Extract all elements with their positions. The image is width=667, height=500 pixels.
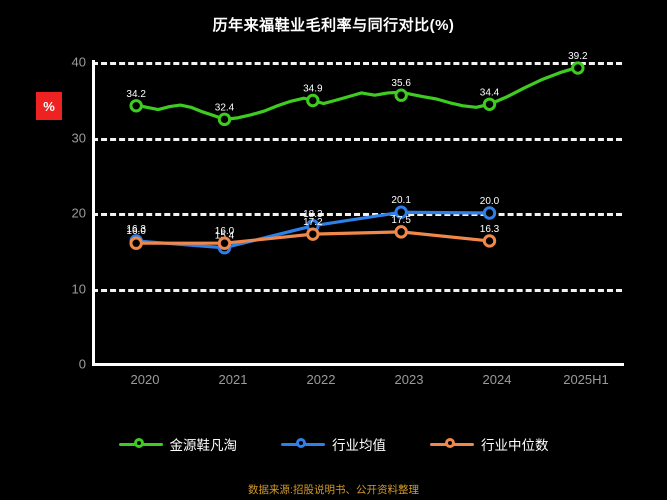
legend-item-0[interactable]: 金源鞋凡淘 bbox=[118, 434, 238, 454]
x-axis-line bbox=[92, 363, 624, 366]
data-point bbox=[129, 99, 143, 113]
data-label: 16.0 bbox=[126, 226, 146, 237]
legend-item-1[interactable]: 行业均值 bbox=[281, 434, 386, 454]
data-label: 15.4 bbox=[215, 231, 235, 242]
gridline-40 bbox=[92, 62, 622, 65]
chart-legend: 金源鞋凡淘 行业均值 行业中位数 bbox=[0, 434, 667, 454]
legend-item-2[interactable]: 行业中位数 bbox=[430, 434, 549, 454]
y-tick-0: 0 bbox=[78, 356, 86, 372]
data-label: 34.9 bbox=[303, 84, 323, 95]
legend-swatch-icon-1 bbox=[281, 437, 325, 451]
y-tick-20: 20 bbox=[71, 205, 86, 221]
data-point bbox=[482, 97, 497, 111]
data-point bbox=[306, 227, 320, 241]
gridline-20 bbox=[92, 213, 622, 216]
legend-label-2: 行业中位数 bbox=[481, 438, 549, 453]
legend-swatch-icon-2 bbox=[430, 437, 474, 451]
data-label: 34.2 bbox=[126, 89, 146, 100]
data-point bbox=[482, 206, 497, 220]
data-point bbox=[217, 236, 232, 250]
data-label: 16.0 bbox=[215, 226, 235, 237]
x-tick-2023: 2023 bbox=[394, 372, 424, 387]
x-tick-2022: 2022 bbox=[306, 372, 336, 387]
x-axis-ticks: 2020 2021 2022 2023 2024 2025H1 bbox=[92, 372, 622, 394]
gridline-30 bbox=[92, 137, 622, 141]
y-tick-40: 40 bbox=[71, 54, 86, 70]
data-label: 16.3 bbox=[480, 224, 500, 235]
y-axis-line bbox=[92, 60, 95, 366]
gridline-10 bbox=[92, 288, 622, 292]
y-axis-ticks: 40 30 20 10 0 bbox=[36, 55, 86, 372]
legend-label-0: 金源鞋凡淘 bbox=[169, 438, 238, 453]
data-label: 35.6 bbox=[391, 78, 411, 89]
data-label: 16.3 bbox=[126, 224, 146, 235]
data-label: 20.1 bbox=[391, 195, 411, 206]
data-label: 17.5 bbox=[391, 215, 411, 226]
data-label: 18.3 bbox=[303, 209, 323, 220]
legend-swatch-icon-0 bbox=[118, 437, 163, 451]
plot-area: 34.2 32.4 34.9 35.6 34.4 39.2 16.3 15.4 18.3 20.1… bbox=[92, 51, 622, 364]
data-label: 17.2 bbox=[303, 217, 323, 228]
data-point bbox=[394, 225, 408, 239]
data-label: 32.4 bbox=[215, 102, 235, 113]
y-axis-label: % bbox=[36, 92, 62, 120]
x-tick-2025H1: 2025H1 bbox=[563, 372, 609, 387]
data-point bbox=[217, 112, 232, 127]
data-point bbox=[129, 236, 143, 250]
x-tick-2020: 2020 bbox=[130, 372, 160, 387]
data-point bbox=[394, 88, 408, 102]
x-tick-2021: 2021 bbox=[218, 372, 248, 387]
data-point bbox=[571, 61, 585, 75]
chart-title: 历年来福鞋业毛利率与同行对比(%) bbox=[212, 17, 455, 34]
data-point bbox=[306, 93, 320, 108]
legend-label-1: 行业均值 bbox=[332, 438, 386, 453]
x-tick-2024: 2024 bbox=[482, 372, 512, 387]
data-label: 34.4 bbox=[480, 87, 500, 98]
data-point bbox=[482, 234, 497, 248]
data-point bbox=[394, 205, 408, 219]
y-tick-30: 30 bbox=[71, 130, 86, 145]
series-line-0 bbox=[134, 65, 580, 121]
y-tick-10: 10 bbox=[71, 281, 86, 296]
data-label: 20.0 bbox=[480, 196, 500, 207]
source-note: 数据来源:招股说明书、公开资料整理 bbox=[248, 484, 419, 496]
data-label: 39.2 bbox=[568, 51, 588, 62]
series-layer: 34.2 32.4 34.9 35.6 34.4 39.2 16.3 15.4 18.3 20.1… bbox=[126, 51, 588, 255]
